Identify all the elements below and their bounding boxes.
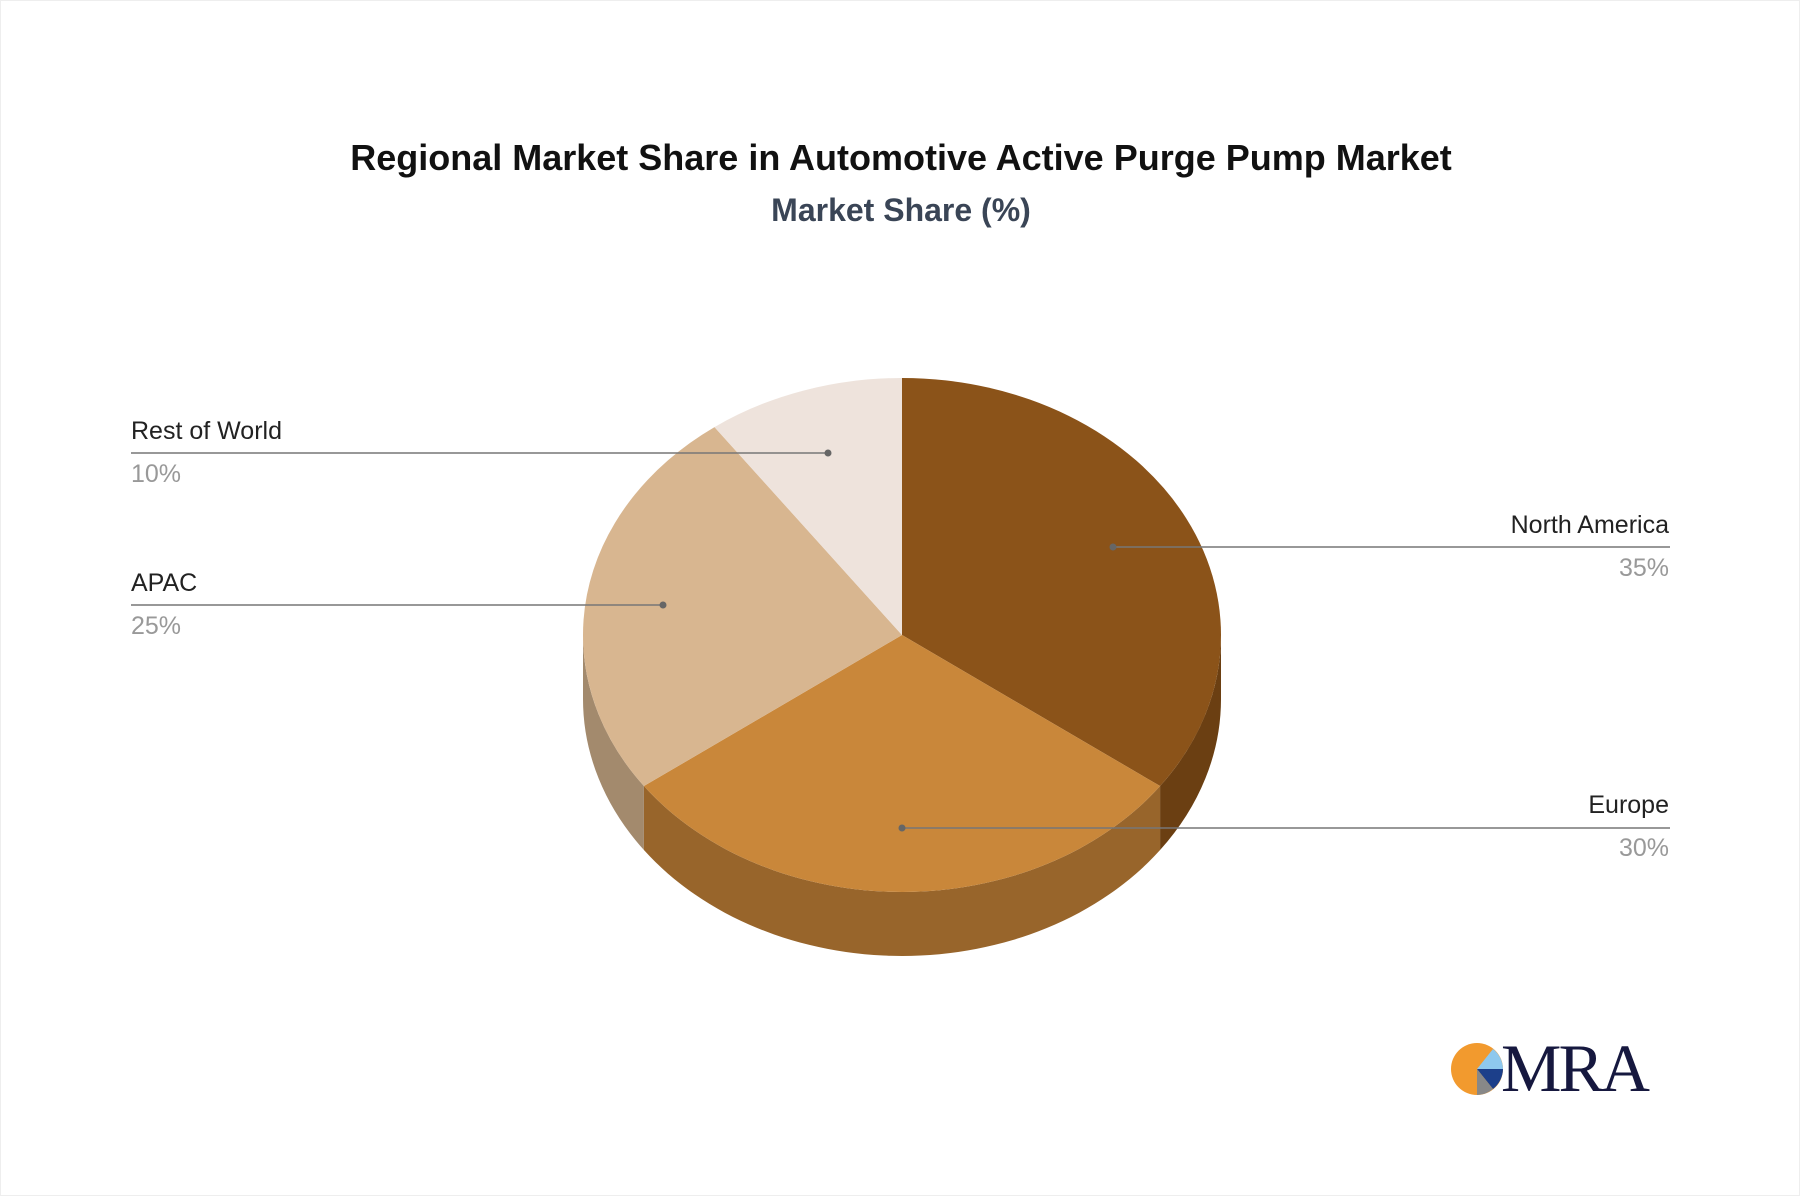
label-north-america: North America xyxy=(1510,511,1669,539)
leader-dot-europe xyxy=(898,824,906,832)
mra-logo-text: MRA xyxy=(1501,1030,1650,1106)
pie-side-apac xyxy=(583,635,644,851)
value-apac: 25% xyxy=(131,612,182,640)
label-rest-of-world: Rest of World xyxy=(131,417,282,445)
value-europe: 30% xyxy=(1618,834,1669,862)
label-europe: Europe xyxy=(1588,791,1669,819)
pie-slice-apac[interactable] xyxy=(583,427,902,787)
chart-title: Regional Market Share in Automotive Acti… xyxy=(350,137,1452,178)
pie-side-north-america xyxy=(1160,635,1221,851)
leader-dot-apac xyxy=(659,601,667,609)
pie-slice-north-america[interactable] xyxy=(902,378,1221,787)
leader-dot-north-america xyxy=(1109,543,1117,551)
pie-side-europe xyxy=(643,786,1161,957)
pie-slice-rest-of-world[interactable] xyxy=(714,378,902,635)
leader-dot-rest-of-world xyxy=(824,449,832,457)
value-north-america: 35% xyxy=(1618,554,1669,582)
mra-logo-icon xyxy=(1451,1043,1503,1095)
value-rest-of-world: 10% xyxy=(131,460,182,488)
chart-subtitle: Market Share (%) xyxy=(771,192,1031,228)
label-apac: APAC xyxy=(131,569,198,597)
